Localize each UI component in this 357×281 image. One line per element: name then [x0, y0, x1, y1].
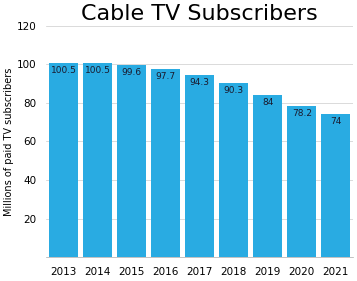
Text: 74: 74 [330, 117, 342, 126]
Y-axis label: Millions of paid TV subscribers: Millions of paid TV subscribers [4, 67, 14, 216]
Bar [219, 83, 248, 257]
Text: 100.5: 100.5 [50, 66, 76, 75]
Bar [49, 63, 78, 257]
Bar [151, 69, 180, 257]
Bar [83, 63, 112, 257]
Bar [185, 75, 214, 257]
Bar [117, 65, 146, 257]
Text: 78.2: 78.2 [292, 109, 312, 118]
Text: 84: 84 [262, 98, 273, 107]
Bar [253, 95, 282, 257]
Text: 97.7: 97.7 [156, 72, 176, 81]
Text: 90.3: 90.3 [223, 86, 244, 95]
Text: 100.5: 100.5 [85, 66, 110, 75]
Bar [287, 106, 316, 257]
Text: 99.6: 99.6 [121, 68, 142, 77]
Text: 94.3: 94.3 [190, 78, 210, 87]
Bar [321, 114, 350, 257]
Title: Cable TV Subscribers: Cable TV Subscribers [81, 4, 318, 24]
